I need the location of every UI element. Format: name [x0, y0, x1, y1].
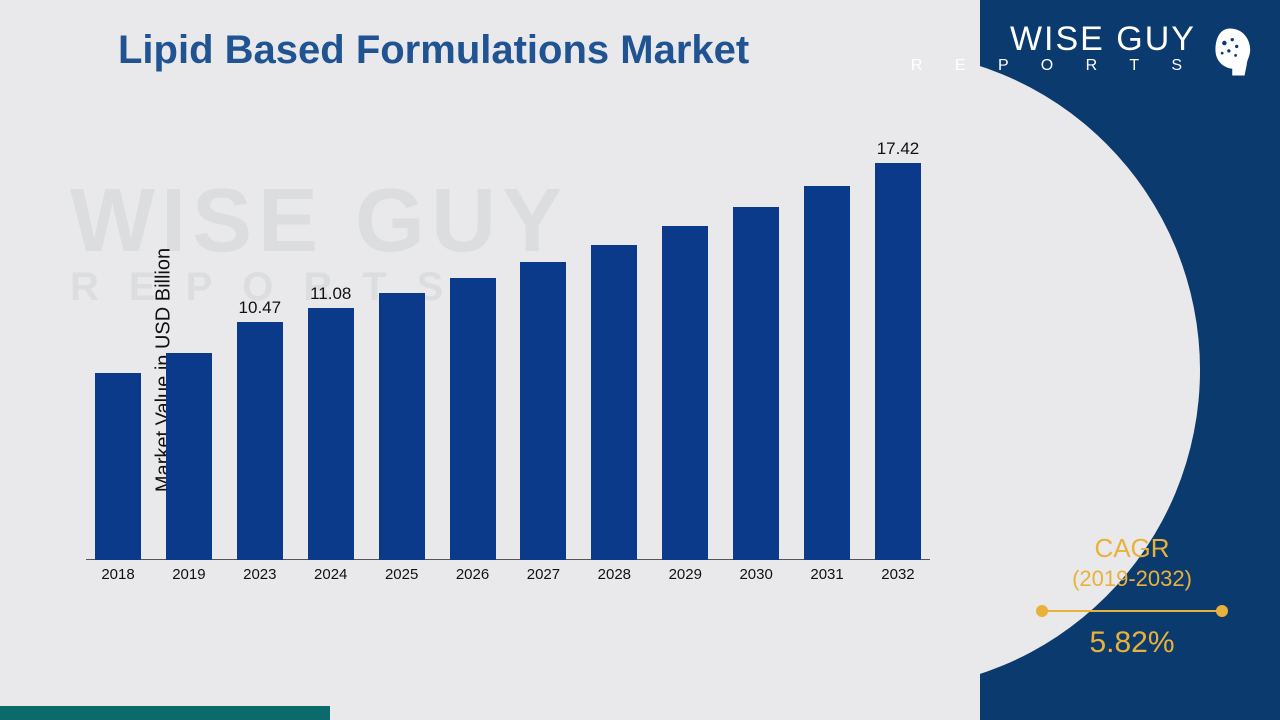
page-title: Lipid Based Formulations Market [118, 28, 749, 73]
infographic-canvas: WISE GUY REPORTS Lipid Based Formulation… [0, 0, 1280, 720]
bar [450, 278, 496, 560]
plot-area: 10.4711.0817.42 [86, 150, 930, 560]
x-tick-2018: 2018 [88, 560, 148, 590]
bar-2032: 17.42 [868, 163, 928, 560]
x-tick-2031: 2031 [797, 560, 857, 590]
bar [95, 373, 141, 560]
bar [804, 186, 850, 560]
x-ticks: 2018 2019 2023 2024 2025 2026 2027 2028 2029 2030… [86, 560, 930, 590]
bar-value-label: 17.42 [877, 139, 920, 159]
x-tick-2026: 2026 [443, 560, 503, 590]
bar-2027 [513, 262, 573, 560]
bar [308, 308, 354, 560]
bar [520, 262, 566, 560]
cagr-value: 5.82% [1032, 626, 1232, 660]
cagr-divider [1042, 610, 1222, 612]
bar-2030 [726, 207, 786, 560]
bar-value-label: 10.47 [239, 298, 282, 318]
bar [875, 163, 921, 560]
bar-value-label: 11.08 [310, 284, 351, 304]
x-tick-2032: 2032 [868, 560, 928, 590]
bar-2024: 11.08 [301, 308, 361, 560]
bar [733, 207, 779, 560]
brand-logo: WISE GUY R E P O R T S [911, 20, 1256, 75]
bar-2023: 10.47 [230, 322, 290, 560]
bar [379, 293, 425, 560]
market-chart: Market Value in USD Billion 10.4711.0817… [50, 150, 930, 590]
head-icon [1202, 24, 1258, 80]
x-tick-2028: 2028 [584, 560, 644, 590]
bar-2029 [655, 226, 715, 560]
x-tick-2023: 2023 [230, 560, 290, 590]
bar [591, 245, 637, 560]
x-tick-2029: 2029 [655, 560, 715, 590]
cagr-block: CAGR (2019-2032) 5.82% [1032, 533, 1232, 660]
bar [662, 226, 708, 560]
x-tick-2027: 2027 [513, 560, 573, 590]
x-tick-2019: 2019 [159, 560, 219, 590]
x-tick-2030: 2030 [726, 560, 786, 590]
x-tick-2024: 2024 [301, 560, 361, 590]
bar [166, 353, 212, 560]
bar-2025 [372, 293, 432, 560]
cagr-label: CAGR [1032, 533, 1232, 564]
bar-2018 [88, 373, 148, 560]
bars-container: 10.4711.0817.42 [86, 150, 930, 560]
x-tick-2025: 2025 [372, 560, 432, 590]
cagr-range: (2019-2032) [1032, 566, 1232, 592]
bar-2031 [797, 186, 857, 560]
bar-2019 [159, 353, 219, 560]
bottom-bar [0, 706, 330, 720]
bar [237, 322, 283, 560]
bar-2026 [443, 278, 503, 560]
bar-2028 [584, 245, 644, 560]
